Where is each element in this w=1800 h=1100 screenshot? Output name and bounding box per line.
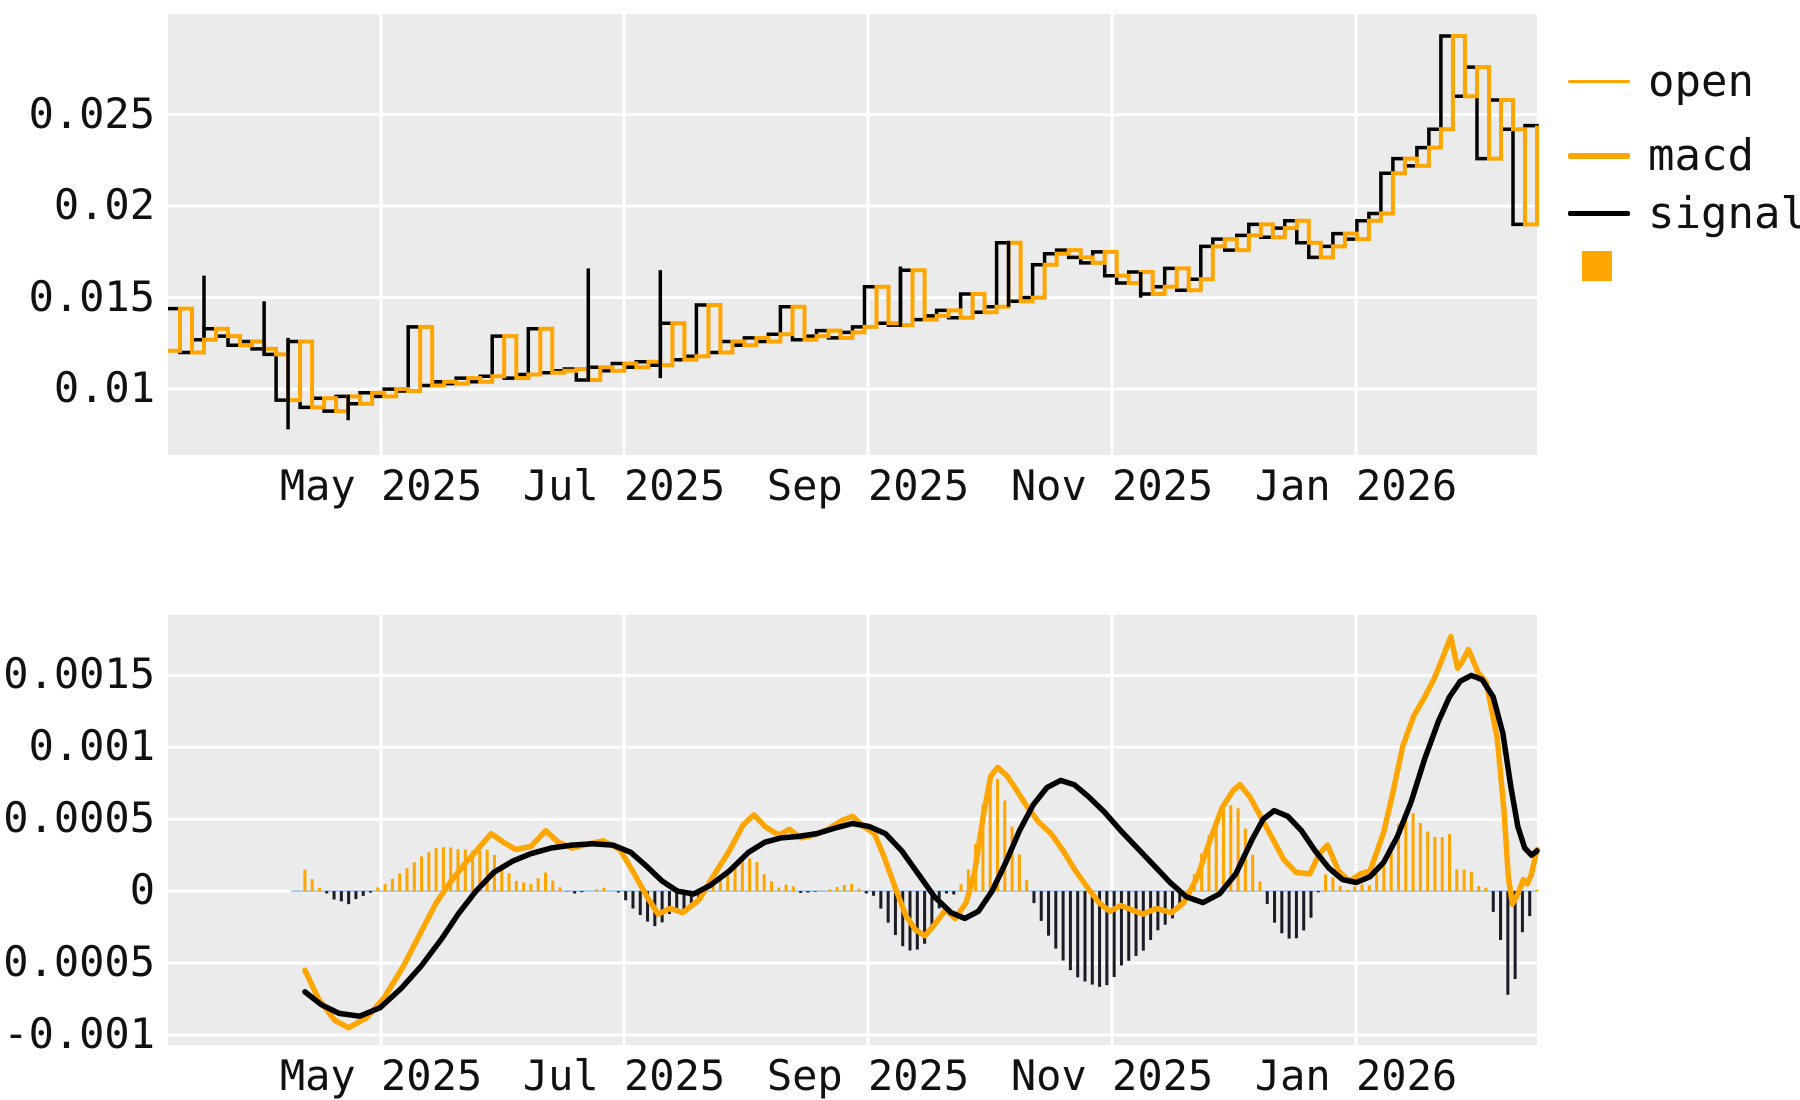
y-tick-label: 0.001 [28,721,155,771]
y-tick-label: 0.02 [53,180,155,230]
x-tick-label: May 2025 [279,1051,483,1100]
x-tick-label: Sep 2025 [766,461,970,510]
y-tick-label: 0 [129,865,155,915]
open-step-line [168,34,1539,414]
legend: open macd signal [1568,18,1800,318]
x-tick-label: Jul 2025 [522,461,726,510]
x-tick-label: Jan 2026 [1254,1051,1458,1100]
legend-label-macd: macd [1648,130,1754,181]
open-line-swatch-icon [1568,80,1630,83]
y-tick-label: -0.001 [3,1008,155,1058]
y-tick-label: 0.015 [28,271,155,321]
x-tick-label: May 2025 [279,461,483,510]
legend-item-signal: signal [1568,188,1800,239]
signal-line [302,672,1540,1019]
legend-label-open: open [1648,56,1754,107]
y-tick-label: 0.01 [53,363,155,413]
y-tick-label: 0.025 [28,88,155,138]
x-tick-label: Nov 2025 [1010,1051,1214,1100]
y-tick-label: 0.0005 [3,793,155,843]
legend-item-open: open [1568,56,1754,107]
macd-line-swatch-icon [1568,152,1630,159]
y-tick-label: 0.0015 [3,649,155,699]
signal-line-swatch-icon [1568,211,1630,216]
macd-plot-area [168,615,1537,1045]
x-tick-label: Nov 2025 [1010,461,1214,510]
legend-item-macd: macd [1568,130,1754,181]
x-tick-label: Sep 2025 [766,1051,970,1100]
y-tick-label: -0.0005 [0,937,155,987]
x-tick-label: Jan 2026 [1254,461,1458,510]
x-tick-label: Jul 2025 [522,1051,726,1100]
legend-item-histogram [1568,251,1630,281]
legend-label-signal: signal [1648,188,1800,239]
histogram-square-swatch-icon [1582,251,1612,281]
